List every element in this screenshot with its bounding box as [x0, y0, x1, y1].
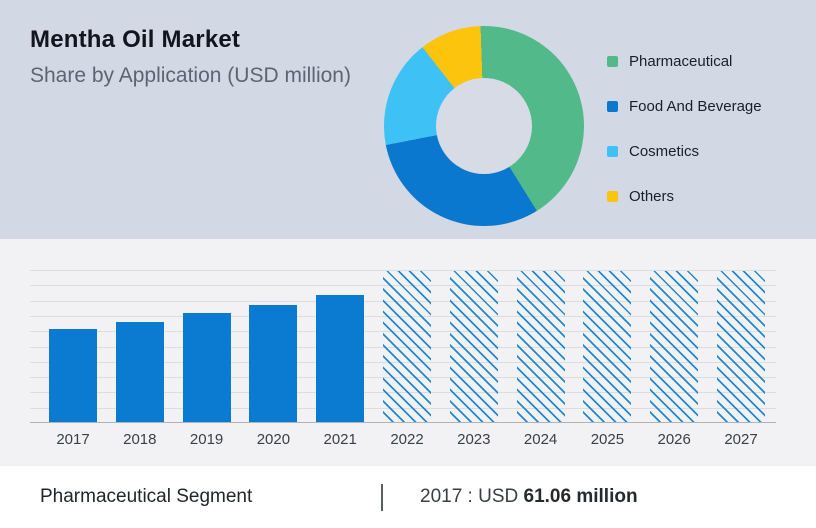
bar-2021	[316, 295, 365, 422]
title-block: Mentha Oil Market Share by Application (…	[30, 26, 351, 88]
x-axis-label-2026: 2026	[657, 431, 691, 448]
legend-swatch-icon	[607, 100, 618, 112]
footer-stat-prefix: 2017 : USD	[420, 486, 519, 507]
bar-2020	[249, 304, 298, 422]
footer-bar: Pharmaceutical Segment 2017 : USD 61.06 …	[0, 466, 816, 528]
page-title: Mentha Oil Market	[30, 26, 241, 53]
page-subtitle: Share by Application (USD million)	[30, 64, 351, 87]
legend-swatch-icon	[607, 55, 618, 67]
forecast-bar-2026	[650, 271, 699, 422]
legend-label: Food And Beverage	[629, 97, 762, 115]
x-axis-label-2024: 2024	[523, 431, 558, 448]
x-axis-label-2017: 2017	[56, 431, 90, 448]
footer-divider	[381, 483, 383, 511]
legend-item-cosmetics: Cosmetics	[607, 140, 762, 162]
x-axis-line	[30, 422, 776, 423]
x-axis-label-2027: 2027	[724, 431, 758, 448]
x-axis-label-2019: 2019	[189, 431, 224, 448]
legend-label: Others	[629, 187, 675, 205]
bar-chart-panel: 2017 2018 2019 2020 2021 2022 2023 2024 2025 2026…	[0, 239, 816, 466]
legend-label: Cosmetics	[629, 142, 700, 160]
forecast-bar-2023	[449, 271, 498, 422]
forecast-bar-2024	[516, 271, 565, 422]
footer-stat: 2017 : USD 61.06 million	[420, 486, 638, 508]
x-axis-label-2023: 2023	[457, 431, 491, 448]
donut-hole	[436, 78, 532, 174]
bar-chart: 2017 2018 2019 2020 2021 2022 2023 2024 2025 2026…	[30, 270, 776, 448]
bar-2017	[49, 328, 97, 422]
x-axis-label-2020: 2020	[256, 431, 291, 448]
donut-legend: Pharmaceutical Food And Beverage Cosmeti…	[607, 50, 762, 230]
bar-2019	[182, 312, 231, 422]
footer-segment-label: Pharmaceutical Segment	[40, 486, 253, 507]
bar-2018	[115, 321, 164, 422]
legend-item-others: Others	[607, 185, 762, 207]
footer-stat-value: 61.06 million	[523, 486, 638, 507]
legend-label: Pharmaceutical	[629, 52, 733, 70]
forecast-bar-2027	[717, 271, 765, 422]
forecast-bar-2022	[383, 271, 431, 422]
x-axis-label-2022: 2022	[390, 431, 424, 448]
x-axis-label-2025: 2025	[590, 431, 625, 448]
legend-swatch-icon	[607, 145, 618, 157]
header-panel: Mentha Oil Market Share by Application (…	[0, 0, 816, 239]
donut-chart	[384, 26, 584, 226]
legend-item-food-and-beverage: Food And Beverage	[607, 95, 762, 117]
x-axis-label-2018: 2018	[123, 431, 157, 448]
legend-item-pharmaceutical: Pharmaceutical	[607, 50, 762, 72]
legend-swatch-icon	[607, 190, 618, 202]
forecast-bar-2025	[583, 271, 632, 422]
gridline	[30, 270, 776, 271]
x-axis-label-2021: 2021	[323, 431, 357, 448]
